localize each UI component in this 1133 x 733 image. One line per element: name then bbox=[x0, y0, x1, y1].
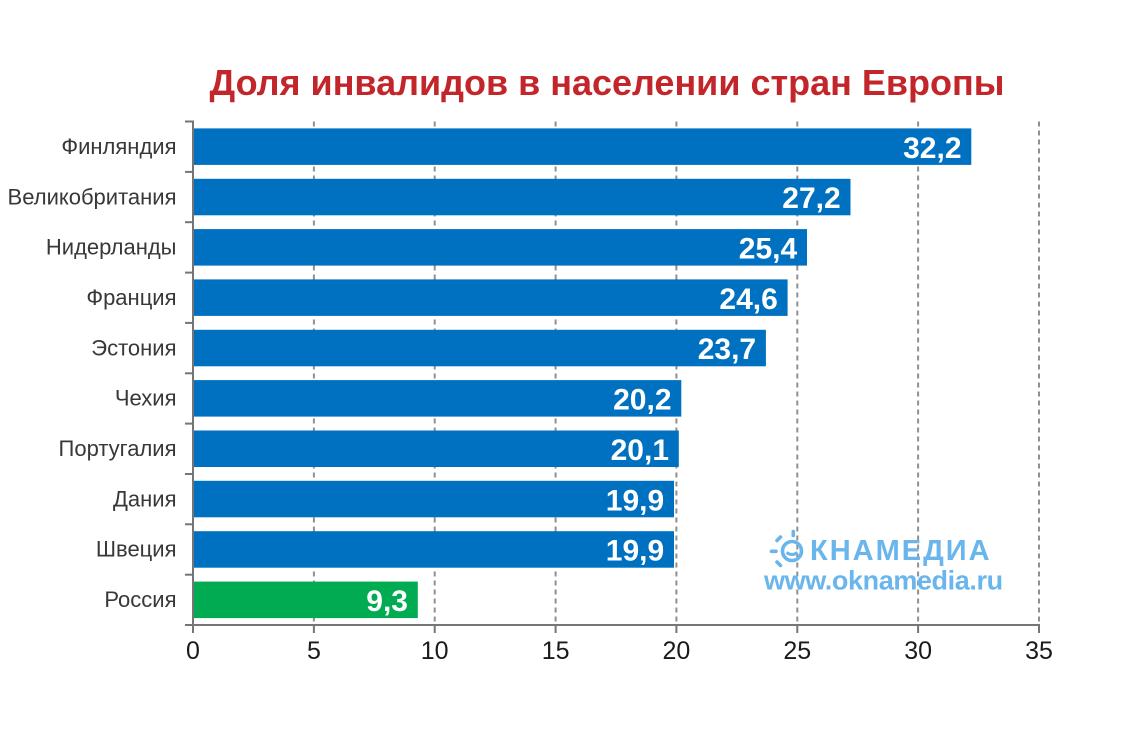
svg-text:35: 35 bbox=[1025, 637, 1053, 665]
svg-text:5: 5 bbox=[307, 637, 321, 665]
svg-text:27,2: 27,2 bbox=[782, 182, 840, 215]
svg-text:25: 25 bbox=[783, 637, 811, 665]
svg-text:20,1: 20,1 bbox=[611, 434, 669, 467]
svg-text:23,7: 23,7 bbox=[698, 333, 756, 366]
svg-text:10: 10 bbox=[421, 637, 449, 665]
svg-text:Эстония: Эстония bbox=[91, 335, 176, 360]
svg-text:Финляндия: Финляндия bbox=[61, 134, 176, 159]
svg-text:32,2: 32,2 bbox=[903, 132, 961, 165]
svg-text:КНАМЕДИА: КНАМЕДИА bbox=[810, 535, 992, 567]
svg-text:15: 15 bbox=[542, 637, 570, 665]
svg-text:Франция: Франция bbox=[86, 285, 176, 310]
svg-text:Великобритания: Великобритания bbox=[8, 184, 177, 209]
svg-text:Доля инвалидов в населении стр: Доля инвалидов в населении стран Европы bbox=[210, 62, 1005, 103]
svg-text:19,9: 19,9 bbox=[606, 535, 664, 568]
svg-text:Россия: Россия bbox=[104, 587, 176, 612]
svg-text:20: 20 bbox=[662, 637, 690, 665]
svg-text:30: 30 bbox=[904, 637, 932, 665]
svg-text:20,2: 20,2 bbox=[613, 384, 671, 417]
svg-text:www.oknamedia.ru: www.oknamedia.ru bbox=[763, 566, 1003, 596]
svg-text:Португалия: Португалия bbox=[59, 436, 177, 461]
svg-text:24,6: 24,6 bbox=[719, 283, 777, 316]
svg-text:Чехия: Чехия bbox=[115, 386, 177, 411]
svg-text:0: 0 bbox=[186, 637, 200, 665]
svg-text:Дания: Дания bbox=[113, 486, 177, 511]
svg-text:19,9: 19,9 bbox=[606, 484, 664, 517]
svg-text:Швеция: Швеция bbox=[96, 537, 177, 562]
svg-text:Нидерланды: Нидерланды bbox=[46, 235, 177, 260]
svg-text:25,4: 25,4 bbox=[739, 233, 798, 266]
svg-text:9,3: 9,3 bbox=[366, 585, 408, 618]
